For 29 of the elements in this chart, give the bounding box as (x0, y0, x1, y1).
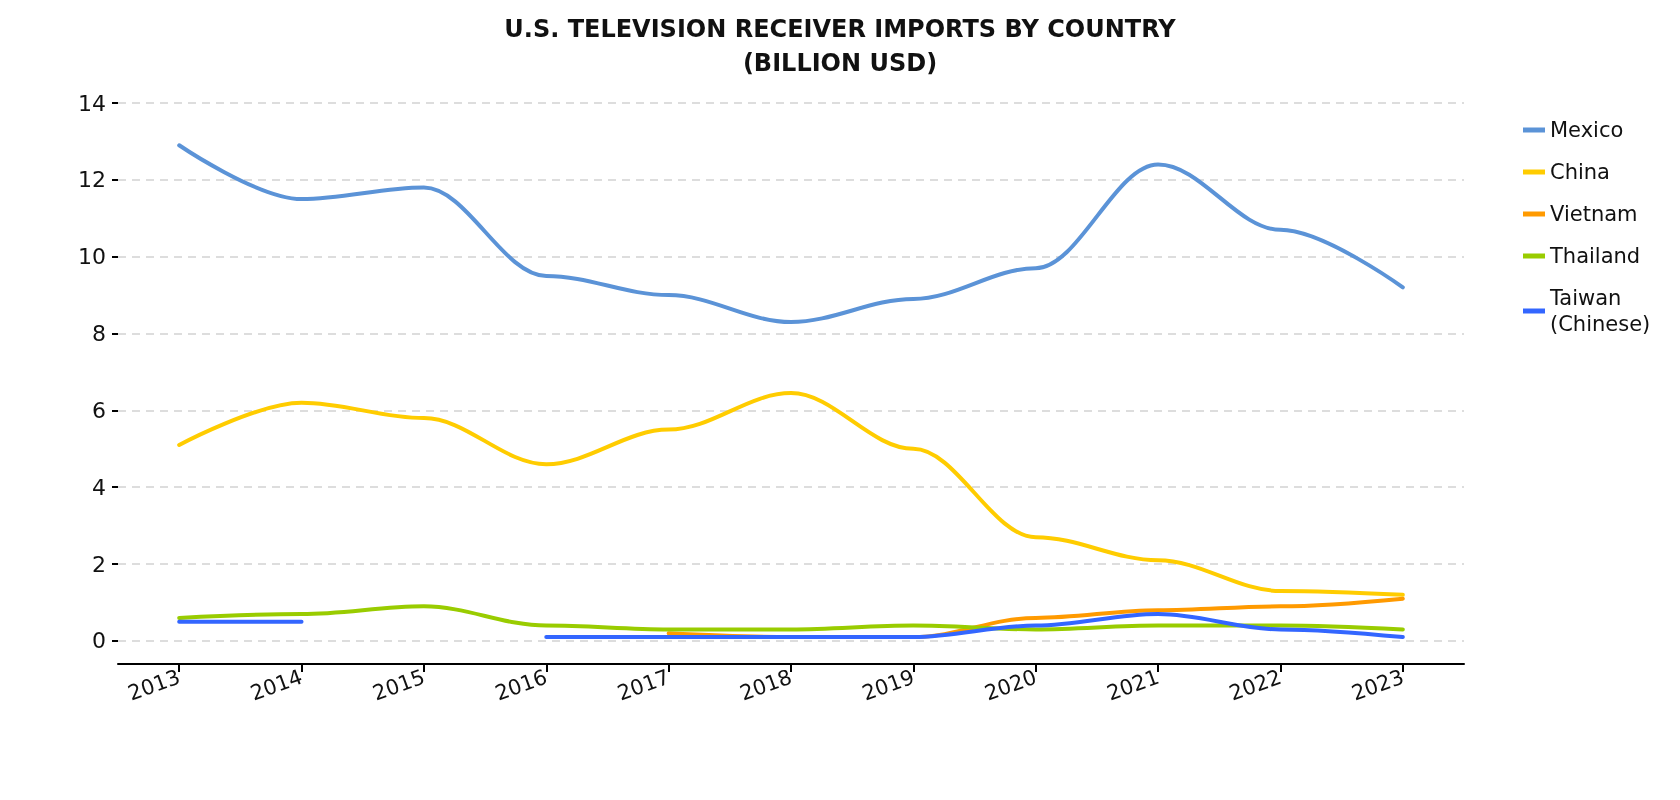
x-tick-label: 2017 (614, 664, 673, 706)
y-tick-label: 12 (78, 167, 106, 193)
y-tick-label: 8 (92, 321, 106, 347)
x-tick-label: 2016 (491, 664, 551, 706)
x-tick-label: 2023 (1348, 664, 1407, 706)
legend-label: China (1550, 160, 1610, 184)
legend-label: Vietnam (1550, 202, 1638, 226)
x-tick-label: 2022 (1226, 664, 1285, 706)
y-tick-label: 10 (78, 244, 106, 270)
y-tick-label: 2 (92, 551, 106, 577)
x-tick-label: 2021 (1103, 664, 1163, 706)
line-series (177, 143, 1405, 325)
x-tick-label: 2015 (369, 664, 429, 706)
chart-title: U.S. TELEVISION RECEIVER IMPORTS BY COUNTRY (504, 15, 1177, 43)
x-tick-label: 2019 (859, 664, 918, 706)
line-series (177, 391, 1405, 597)
y-tick-label: 4 (92, 474, 106, 500)
legend-label: Taiwan (Chinese) (1549, 286, 1651, 336)
line-series (177, 604, 1405, 632)
legend-label: Thailand (1549, 244, 1641, 268)
y-tick-label: 6 (92, 397, 106, 423)
x-tick-label: 2020 (981, 664, 1040, 706)
y-tick-label: 14 (78, 90, 106, 116)
x-tick-label: 2018 (736, 664, 796, 706)
chart-subtitle: (BILLION USD) (742, 49, 938, 77)
x-tick-label: 2013 (124, 664, 184, 706)
y-tick-label: 0 (92, 628, 106, 654)
legend-label: Mexico (1550, 118, 1624, 142)
x-tick-label: 2014 (247, 664, 306, 706)
